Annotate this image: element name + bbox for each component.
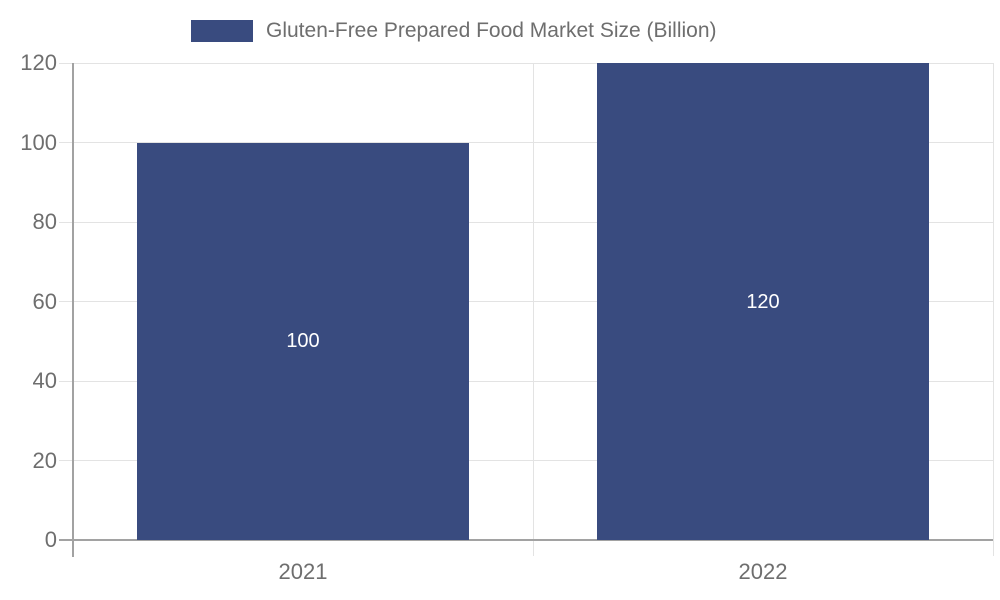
y-tick-label: 120 (20, 50, 57, 75)
y-tick (59, 460, 73, 461)
y-tick-label: 100 (20, 129, 57, 155)
bar-2021[interactable] (137, 142, 469, 540)
category-boundary-line (992, 63, 994, 540)
x-tick (992, 540, 994, 556)
legend[interactable]: Gluten-Free Prepared Food Market Size (B… (191, 20, 717, 42)
y-tick-label: 60 (32, 288, 57, 314)
y-tick-label: 40 (32, 368, 57, 393)
y-tick-label: 80 (32, 209, 57, 234)
y-axis-line (72, 63, 74, 557)
category-boundary-line (532, 63, 534, 540)
x-tick-label: 2022 (738, 559, 788, 584)
y-tick (59, 62, 73, 64)
bar-value-label: 100 (286, 330, 320, 353)
y-tick (59, 380, 73, 382)
y-tick (59, 301, 73, 302)
legend-swatch (191, 20, 253, 42)
bar-2022[interactable] (597, 63, 929, 540)
x-axis-line (59, 539, 993, 541)
legend-label: Gluten-Free Prepared Food Market Size (B… (266, 19, 717, 42)
x-tick-label: 2021 (278, 559, 328, 584)
bar-value-label: 120 (746, 290, 780, 313)
y-tick (59, 142, 73, 143)
y-tick (59, 221, 73, 223)
y-tick-label: 0 (44, 527, 57, 552)
y-tick-label: 20 (32, 447, 57, 473)
x-tick (532, 540, 534, 556)
